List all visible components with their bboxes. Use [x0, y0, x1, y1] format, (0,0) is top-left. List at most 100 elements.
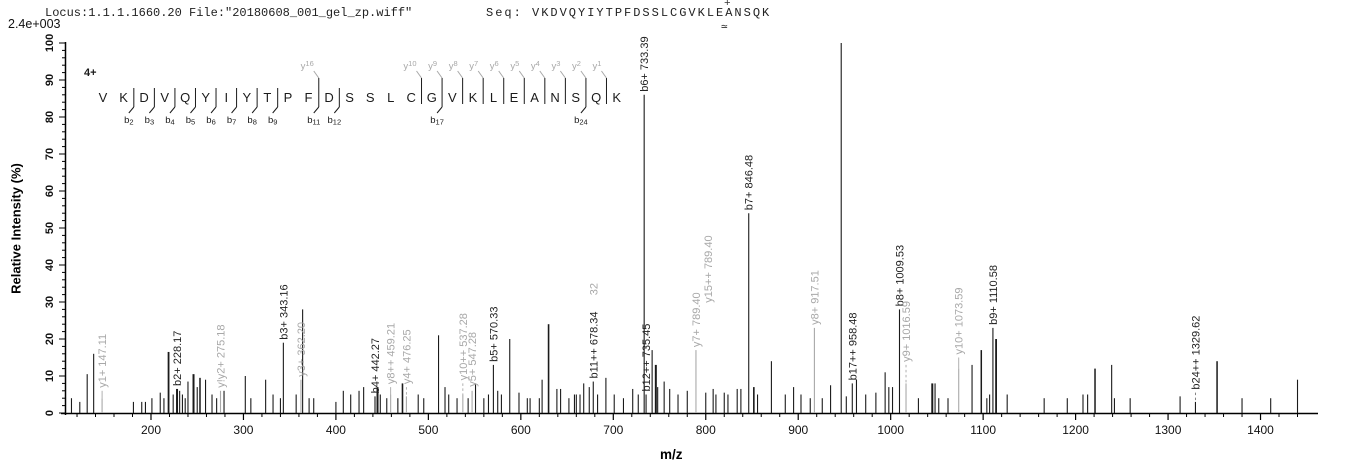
svg-text:1300: 1300 [1155, 423, 1182, 437]
peak-label: y5+ 547.28 [467, 332, 479, 387]
svg-text:1400: 1400 [1247, 423, 1274, 437]
peak-label: y10++ 537.28 [458, 313, 470, 380]
b-ion-label: b2 [124, 115, 133, 127]
residue-letter: L [490, 90, 497, 105]
residue-letter: K [612, 90, 621, 105]
y-ion-label: y3 [551, 59, 560, 72]
modification-tilde-mark: ≃ [721, 22, 728, 34]
peak-label: b7+ 846.48 [744, 155, 756, 210]
peak-label: y7+ 789.40 [691, 292, 703, 347]
svg-text:30: 30 [44, 296, 56, 308]
residue-letter: V [160, 90, 169, 105]
precursor-charge-label: 4+ [84, 67, 97, 79]
residue-letter: F [305, 90, 313, 105]
residue-letter: G [427, 90, 437, 105]
svg-text:80: 80 [44, 111, 56, 123]
y-ion-label: y4 [531, 59, 540, 72]
peak-label: b24++ 1329.62 [1190, 316, 1202, 390]
peak-label: b5+ 570.33 [488, 307, 500, 362]
svg-text:300: 300 [233, 423, 253, 437]
residue-letter: C [407, 90, 416, 105]
svg-text:60: 60 [44, 185, 56, 197]
peaks-layer [70, 43, 1299, 413]
svg-text:10: 10 [44, 370, 56, 382]
y-ion-label: y10 [403, 59, 416, 72]
b-ion-label: b6 [206, 115, 215, 127]
y-ion-label: y2 [572, 59, 581, 72]
header-sequence: Seq: VKDVQYIYTPFDSSLCGVKLEANSQK [486, 6, 772, 20]
b-ion-label: b3 [145, 115, 154, 127]
y-ion-label: y16 [301, 59, 314, 72]
y-ion-label: y9 [428, 59, 437, 72]
svg-text:800: 800 [696, 423, 716, 437]
peak-label: y15++ 789.40 [703, 235, 715, 302]
b-ion-label: b4 [165, 115, 174, 127]
x-axis: 200 300 400 500 600 700 800 900 1000 1100 1200 1300… [61, 412, 1318, 437]
residue-letter: Y [243, 90, 252, 105]
svg-text:70: 70 [44, 148, 56, 160]
residue-letter: P [284, 90, 293, 105]
svg-text:40: 40 [44, 259, 56, 271]
svg-text:700: 700 [603, 423, 623, 437]
svg-text:200: 200 [141, 423, 161, 437]
peak-label: y4+ 476.25 [401, 329, 413, 384]
y-ion-label: y6 [490, 59, 499, 72]
svg-text:1000: 1000 [877, 423, 904, 437]
residue-letter: I [224, 90, 228, 105]
b-ion-label: b9 [268, 115, 277, 127]
peak-label: b12++ 735.45 [641, 324, 653, 392]
b-ion-label: b5 [186, 115, 195, 127]
y-ion-label: y8 [449, 59, 458, 72]
peak-label: y3+ 362.20 [296, 322, 308, 377]
residue-letter: V [448, 90, 457, 105]
b-ion-label: b17 [430, 115, 444, 127]
svg-text:1200: 1200 [1062, 423, 1089, 437]
peak-label: y8++ 459.21 [386, 323, 398, 384]
residue-letter: S [571, 90, 580, 105]
peak-label: 32 [588, 283, 600, 295]
residue-letter: A [530, 90, 539, 105]
y-ion-label: y7 [469, 59, 478, 72]
svg-text:500: 500 [418, 423, 438, 437]
peak-label: y!y2+ 275.18 [216, 324, 228, 387]
svg-text:20: 20 [44, 333, 56, 345]
residue-letter: L [387, 90, 394, 105]
absolute-intensity-scale: 2.4e+003 [8, 17, 61, 31]
peak-label: b17++ 958.48 [847, 312, 859, 380]
modification-plus-mark: + [724, 0, 731, 10]
header-locus-file: Locus:1.1.1.1660.20 File:"20180608_001_g… [45, 6, 413, 20]
sequence-ladder: 4+V K D V Q Y I Y T P F D S S L C G V K L E A N S Q Kb2 b3 b4 b5 b6 b7… [84, 59, 621, 127]
residue-letter: Q [180, 90, 190, 105]
peak-label: b6+ 733.39 [639, 36, 651, 91]
y-ion-label: y1 [593, 59, 602, 72]
svg-text:900: 900 [788, 423, 808, 437]
peak-label: b4+ 442.27 [370, 338, 382, 393]
residue-letter: V [99, 90, 108, 105]
residue-letter: S [345, 90, 354, 105]
peak-label: y9+ 1016.59 [901, 301, 913, 362]
residue-letter: N [550, 90, 559, 105]
peak-label: y10+ 1073.59 [954, 288, 966, 355]
svg-text:400: 400 [326, 423, 346, 437]
b-ion-label: b7 [227, 115, 236, 127]
peak-label: b2+ 228.17 [172, 331, 184, 386]
svg-text:600: 600 [511, 423, 531, 437]
b-ion-label: b24 [574, 115, 588, 127]
y-ion-label: y5 [510, 59, 519, 72]
b-ion-label: b12 [328, 115, 342, 127]
residue-letter: D [324, 90, 333, 105]
peak-label: y1+ 147.11 [97, 334, 109, 388]
y-axis: 0 10 20 30 40 50 60 70 80 90 100 [44, 34, 67, 416]
residue-letter: T [263, 90, 271, 105]
b-ion-label: b11 [307, 115, 320, 127]
residue-letter: Y [201, 90, 210, 105]
peak-labels-layer: y1+ 147.11 b2+ 228.17 y!y2+ 275.18 b3+ 343.… [97, 36, 1202, 402]
residue-letter: D [139, 90, 148, 105]
residue-letter: Q [591, 90, 601, 105]
peak-label: b9+ 1110.58 [988, 265, 1000, 325]
peak-label: b3+ 343.16 [278, 284, 290, 339]
svg-text:90: 90 [44, 74, 56, 86]
peak-label: b8+ 1009.53 [894, 245, 906, 306]
